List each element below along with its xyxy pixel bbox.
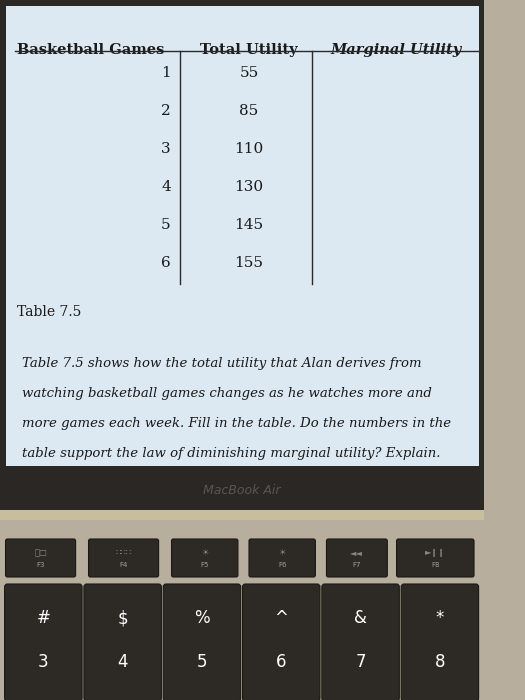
FancyBboxPatch shape [396, 539, 474, 577]
FancyBboxPatch shape [327, 539, 387, 577]
Text: 袀□: 袀□ [34, 548, 47, 557]
Text: 85: 85 [239, 104, 259, 118]
Text: $: $ [118, 609, 128, 627]
FancyBboxPatch shape [6, 6, 479, 466]
Text: ◄◄: ◄◄ [350, 548, 363, 557]
Text: 8: 8 [435, 654, 445, 671]
Text: *: * [436, 609, 444, 627]
Text: 55: 55 [239, 66, 259, 80]
Text: Table 7.5: Table 7.5 [17, 305, 81, 319]
FancyBboxPatch shape [163, 584, 240, 700]
Text: 2: 2 [161, 104, 171, 118]
FancyBboxPatch shape [0, 0, 484, 472]
Text: more games each week. Fill in the table. Do the numbers in the: more games each week. Fill in the table.… [22, 417, 452, 430]
Text: F8: F8 [431, 563, 439, 568]
FancyBboxPatch shape [0, 472, 484, 510]
Text: ∷∷∷: ∷∷∷ [116, 548, 132, 557]
Text: F7: F7 [353, 563, 361, 568]
Text: 3: 3 [161, 142, 171, 156]
Text: ☀: ☀ [278, 548, 286, 557]
Text: F4: F4 [119, 563, 128, 568]
FancyBboxPatch shape [172, 539, 238, 577]
FancyBboxPatch shape [89, 539, 159, 577]
Text: ^: ^ [275, 609, 288, 627]
FancyBboxPatch shape [0, 520, 484, 700]
Text: MacBook Air: MacBook Air [203, 484, 281, 498]
FancyBboxPatch shape [84, 584, 161, 700]
FancyBboxPatch shape [322, 584, 400, 700]
FancyBboxPatch shape [0, 510, 484, 520]
FancyBboxPatch shape [5, 584, 82, 700]
FancyBboxPatch shape [243, 584, 320, 700]
Text: 5: 5 [161, 218, 171, 232]
Text: watching basketball games changes as he watches more and: watching basketball games changes as he … [22, 388, 432, 400]
Text: 155: 155 [235, 256, 264, 270]
Text: ►❙❙: ►❙❙ [425, 548, 446, 557]
Text: F5: F5 [201, 563, 209, 568]
Text: 4: 4 [118, 654, 128, 671]
Text: F3: F3 [36, 563, 45, 568]
Text: 7: 7 [355, 654, 366, 671]
Text: &: & [354, 609, 367, 627]
Text: Basketball Games: Basketball Games [17, 43, 164, 57]
Text: 3: 3 [38, 654, 49, 671]
Text: 4: 4 [161, 180, 171, 194]
Text: F6: F6 [278, 563, 287, 568]
Text: Marginal Utility: Marginal Utility [331, 43, 462, 57]
FancyBboxPatch shape [0, 0, 484, 700]
FancyBboxPatch shape [401, 584, 479, 700]
Text: Table 7.5 shows how the total utility that Alan derives from: Table 7.5 shows how the total utility th… [22, 358, 422, 370]
FancyBboxPatch shape [6, 539, 76, 577]
Text: 1: 1 [161, 66, 171, 80]
Text: 110: 110 [234, 142, 264, 156]
Text: 6: 6 [161, 256, 171, 270]
Text: Total Utility: Total Utility [200, 43, 298, 57]
Text: #: # [36, 609, 50, 627]
Text: table support the law of diminishing marginal utility? Explain.: table support the law of diminishing mar… [22, 447, 440, 461]
Text: %: % [194, 609, 210, 627]
Text: ☀: ☀ [201, 548, 208, 557]
Text: 5: 5 [197, 654, 207, 671]
Text: 130: 130 [235, 180, 264, 194]
Text: 145: 145 [235, 218, 264, 232]
FancyBboxPatch shape [249, 539, 316, 577]
Text: 6: 6 [276, 654, 287, 671]
